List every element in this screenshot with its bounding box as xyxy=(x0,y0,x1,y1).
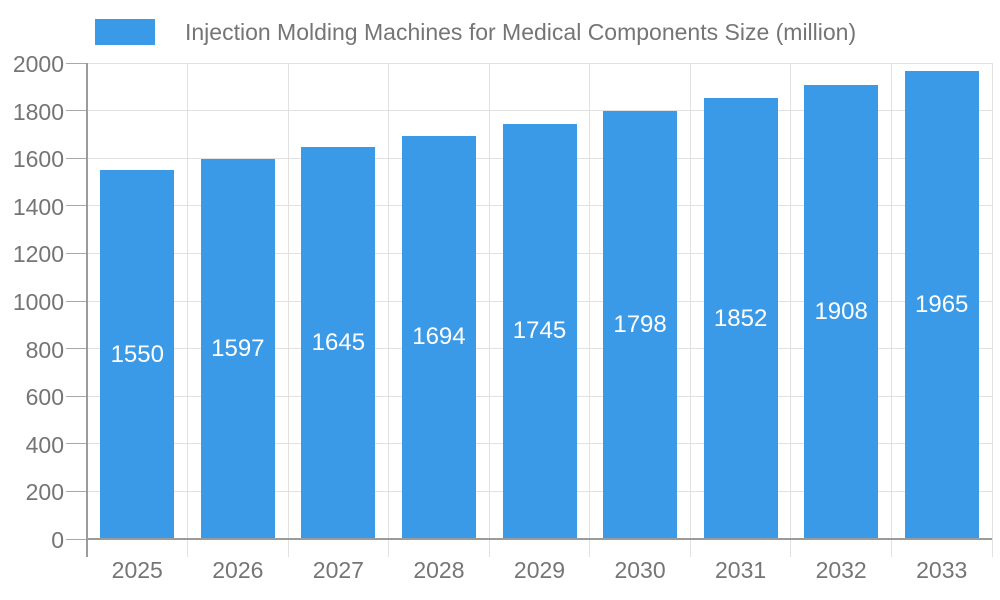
y-axis-line xyxy=(86,63,88,557)
gridline-vertical xyxy=(689,63,691,557)
bar[interactable] xyxy=(703,98,778,539)
y-tick-label: 1200 xyxy=(12,241,64,268)
gridline-vertical xyxy=(790,63,792,557)
y-tick-label: 200 xyxy=(25,479,64,506)
gridline-vertical xyxy=(991,63,993,557)
x-tick-label: 2027 xyxy=(312,557,364,583)
x-axis-line xyxy=(87,537,992,540)
bar-value-label: 1908 xyxy=(814,297,868,325)
y-axis-tick xyxy=(66,252,87,254)
bar[interactable] xyxy=(804,84,879,539)
x-tick-label: 2026 xyxy=(212,557,264,583)
y-tick-label: 1400 xyxy=(12,193,64,220)
legend-swatch-icon xyxy=(95,19,155,45)
y-tick-label: 400 xyxy=(25,431,64,458)
y-axis-tick xyxy=(66,110,87,112)
bar-value-label: 1645 xyxy=(311,329,366,357)
y-tick-label: 1600 xyxy=(12,146,64,173)
y-axis-tick xyxy=(66,395,87,397)
legend-label: Injection Molding Machines for Medical C… xyxy=(185,19,857,45)
y-axis-tick xyxy=(66,348,87,350)
y-axis-tick xyxy=(66,538,87,540)
bar-value-label: 1965 xyxy=(915,291,969,319)
y-tick-label: 2000 xyxy=(12,51,64,77)
y-tick-label: 1000 xyxy=(12,289,64,315)
y-axis-tick xyxy=(66,157,87,159)
bar[interactable] xyxy=(200,158,275,539)
gridline-vertical xyxy=(187,63,189,557)
y-axis-tick xyxy=(66,490,87,492)
bar-value-label: 1694 xyxy=(412,323,466,351)
bar[interactable] xyxy=(301,147,376,539)
x-tick-label: 2033 xyxy=(916,557,968,583)
chart-legend[interactable]: Injection Molding Machines for Medical C… xyxy=(95,19,856,45)
y-axis-tick xyxy=(66,62,87,64)
bar[interactable] xyxy=(100,170,175,539)
bar[interactable] xyxy=(502,123,577,539)
y-axis-tick xyxy=(66,205,87,207)
gridline-vertical xyxy=(388,63,390,557)
bar-value-label: 1852 xyxy=(713,304,768,332)
bar-value-label: 1550 xyxy=(110,340,164,368)
bar-value-label: 1597 xyxy=(211,334,265,362)
bar[interactable] xyxy=(401,135,476,539)
y-tick-label: 0 xyxy=(51,527,64,553)
x-tick-label: 2032 xyxy=(815,557,867,583)
y-axis-tick xyxy=(66,443,87,445)
gridline-vertical xyxy=(287,63,289,557)
bar-value-label: 1798 xyxy=(613,311,667,339)
gridline-horizontal xyxy=(87,62,992,64)
gridline-vertical xyxy=(589,63,591,557)
y-tick-label: 800 xyxy=(25,336,64,363)
y-axis-tick xyxy=(66,300,87,302)
y-tick-label: 1800 xyxy=(12,98,64,125)
bar[interactable] xyxy=(603,111,678,539)
gridline-vertical xyxy=(488,63,490,557)
x-tick-label: 2029 xyxy=(513,557,566,583)
bar[interactable] xyxy=(904,71,979,539)
y-tick-label: 600 xyxy=(25,384,64,411)
gridline-horizontal xyxy=(87,110,992,112)
x-tick-label: 2025 xyxy=(111,557,163,583)
gridline-vertical xyxy=(890,63,892,557)
x-tick-label: 2031 xyxy=(715,557,767,583)
x-tick-label: 2028 xyxy=(413,557,465,583)
bar-value-label: 1745 xyxy=(512,317,567,345)
x-tick-label: 2030 xyxy=(614,557,666,583)
